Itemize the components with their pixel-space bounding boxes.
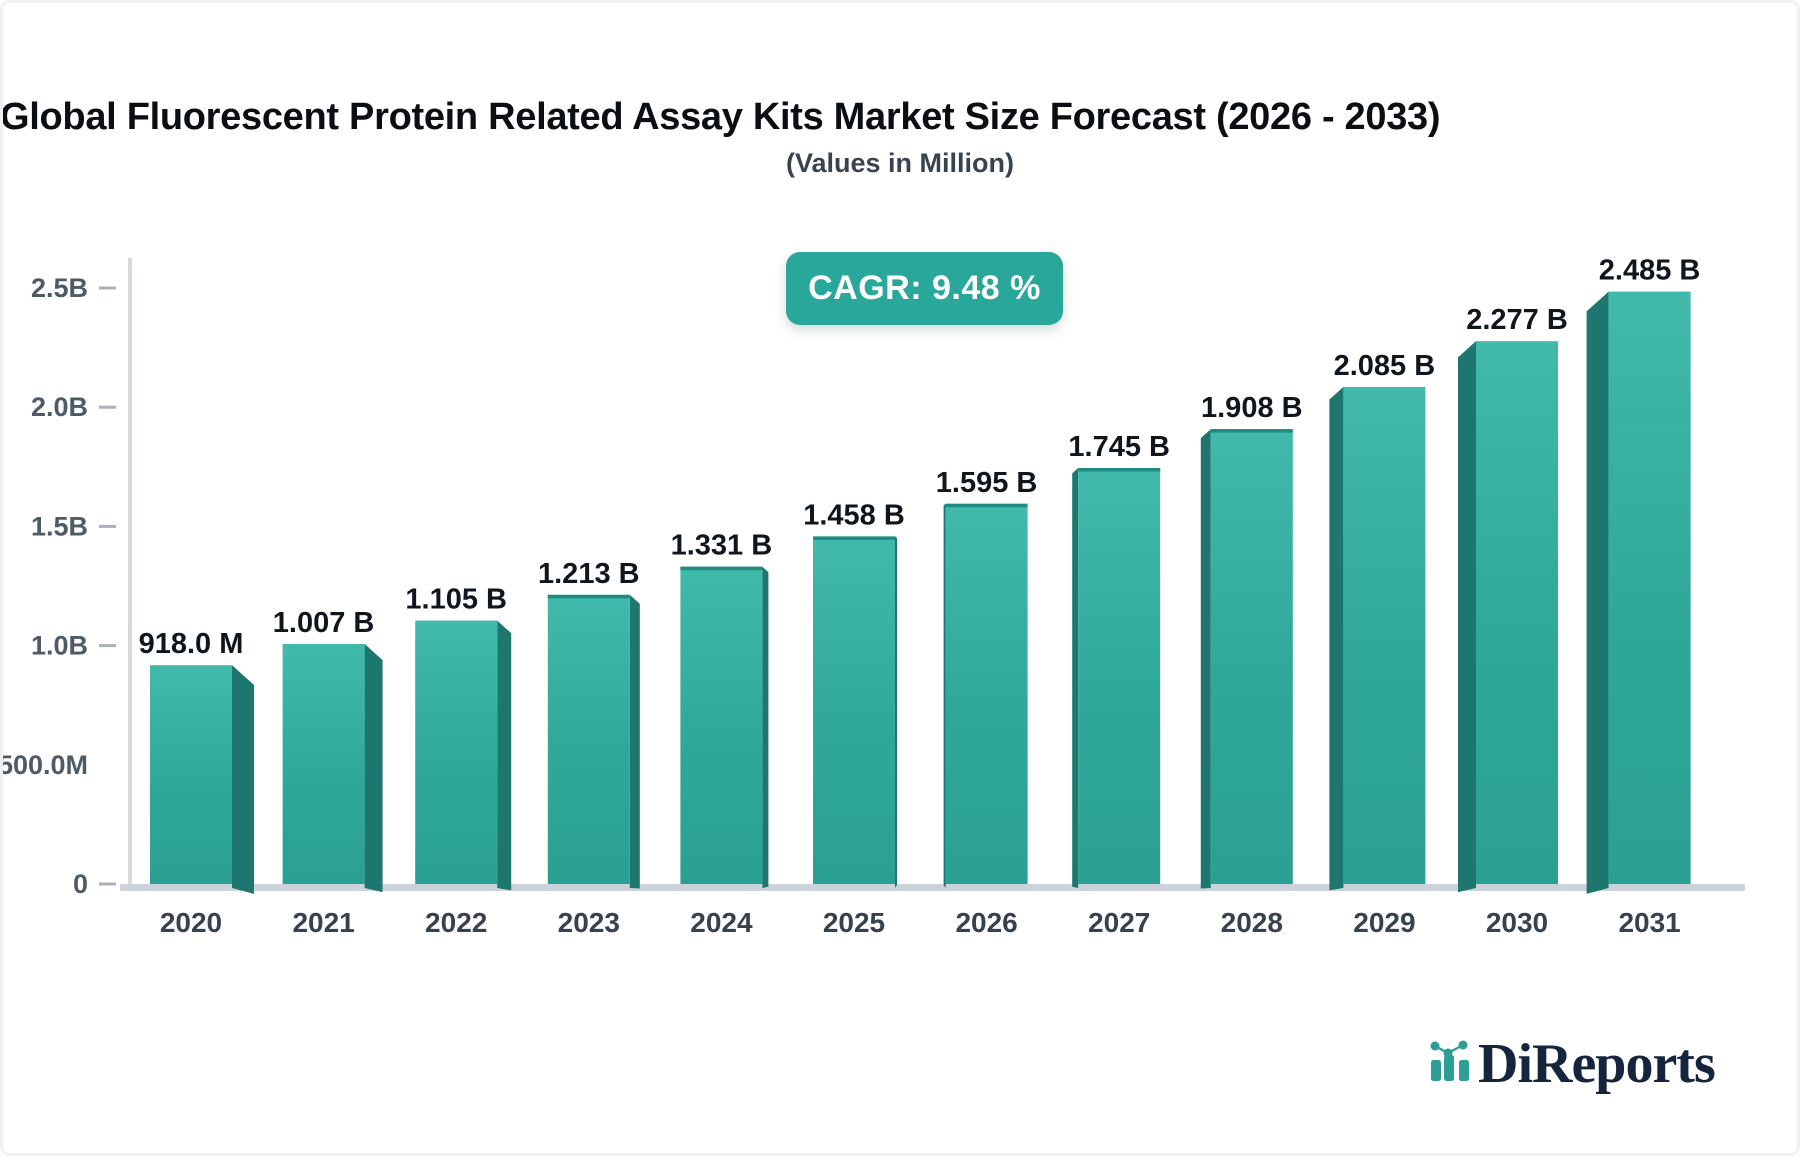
bar-2028-side <box>1200 429 1211 889</box>
bar-2031-side <box>1586 291 1609 894</box>
x-axis-label-2029: 2029 <box>1353 907 1415 938</box>
bar-2028 <box>1210 429 1293 884</box>
bar-2025-side <box>895 536 897 888</box>
bar-2027-value-label: 1.745 B <box>1068 431 1170 463</box>
x-axis-label-2024: 2024 <box>690 907 753 938</box>
bar-2030 <box>1476 341 1558 884</box>
y-axis-label-2.0B: 2.0B <box>31 392 88 422</box>
bar-2021 <box>282 643 365 884</box>
bar-2027 <box>1078 467 1161 884</box>
bar-2030-side <box>1458 341 1476 893</box>
bar-2026-side <box>943 503 946 888</box>
x-axis-label-2025: 2025 <box>823 907 885 938</box>
bar-2028-top-edge <box>1210 429 1293 433</box>
bar-2024-top-edge <box>680 566 763 571</box>
x-axis-label-2023: 2023 <box>558 907 620 938</box>
y-axis-tick-2.0B <box>99 405 116 409</box>
x-axis-label-2022: 2022 <box>425 907 487 938</box>
y-axis-line <box>128 258 132 884</box>
bar-2027-top-edge <box>1078 467 1161 472</box>
bar-2021-value-label: 1.007 B <box>273 607 375 639</box>
chart-title: Global Fluorescent Protein Related Assay… <box>0 96 1441 138</box>
y-axis-tick-0 <box>99 882 116 886</box>
bar-2026-top-edge <box>945 503 1028 508</box>
bar-2020-side <box>232 665 254 894</box>
y-axis-label-0: 0 <box>73 869 88 899</box>
bar-2022-side <box>497 620 512 891</box>
x-axis-label-2028: 2028 <box>1221 907 1283 938</box>
x-axis-label-2026: 2026 <box>955 907 1017 938</box>
bar-2026-value-label: 1.595 B <box>936 467 1038 499</box>
bar-2025-top-edge <box>813 536 895 540</box>
direports-logo: DiReports <box>1428 1033 1716 1096</box>
bar-2028-value-label: 1.908 B <box>1201 392 1303 424</box>
y-axis-label-500.0M: 500.0M <box>0 750 88 780</box>
bar-2020 <box>150 665 232 884</box>
x-axis-baseline <box>120 884 1745 891</box>
bar-2029-value-label: 2.085 B <box>1334 350 1436 382</box>
bar-2024-side <box>762 566 769 888</box>
bar-2024-value-label: 1.331 B <box>671 530 773 562</box>
x-axis-label-2021: 2021 <box>292 907 354 938</box>
bar-2030-value-label: 2.277 B <box>1466 304 1568 336</box>
bar-2029-side <box>1329 386 1344 891</box>
bar-2023-side <box>629 594 640 889</box>
y-axis-label-2.5B: 2.5B <box>31 273 88 303</box>
bar-2023-top-edge <box>547 594 630 599</box>
bar-2021-side <box>364 643 383 893</box>
cagr-badge-label: CAGR: 9.48 % <box>808 269 1041 307</box>
bar-2025 <box>813 536 895 884</box>
bar-2031-value-label: 2.485 B <box>1599 255 1701 287</box>
bar-2027-side <box>1072 467 1079 888</box>
direports-logo-icon <box>1430 1040 1469 1081</box>
x-axis-label-2027: 2027 <box>1088 907 1150 938</box>
direports-logo-text: DiReports <box>1478 1033 1716 1095</box>
bar-2022-value-label: 1.105 B <box>405 584 507 616</box>
y-axis-tick-1.5B <box>99 524 116 528</box>
y-axis-label-1.0B: 1.0B <box>31 631 88 661</box>
bar-2023 <box>547 594 630 884</box>
cagr-badge: CAGR: 9.48 % <box>786 252 1063 325</box>
bar-2025-value-label: 1.458 B <box>803 499 905 531</box>
bar-2022 <box>415 620 498 884</box>
bar-2020-value-label: 918.0 M <box>139 628 244 660</box>
bar-2031 <box>1608 291 1691 884</box>
x-axis-label-2030: 2030 <box>1486 907 1548 938</box>
y-axis-tick-2.5B <box>99 286 116 290</box>
x-axis-label-2020: 2020 <box>160 907 222 938</box>
bar-2029 <box>1343 386 1426 884</box>
x-axis-label-2031: 2031 <box>1618 907 1680 938</box>
bar-2024 <box>680 566 763 884</box>
y-axis-label-1.5B: 1.5B <box>31 511 88 541</box>
bar-2023-value-label: 1.213 B <box>538 558 640 590</box>
y-axis-tick-1.0B <box>99 644 116 648</box>
bar-2026 <box>945 503 1028 884</box>
chart-subtitle: (Values in Million) <box>785 148 1015 178</box>
